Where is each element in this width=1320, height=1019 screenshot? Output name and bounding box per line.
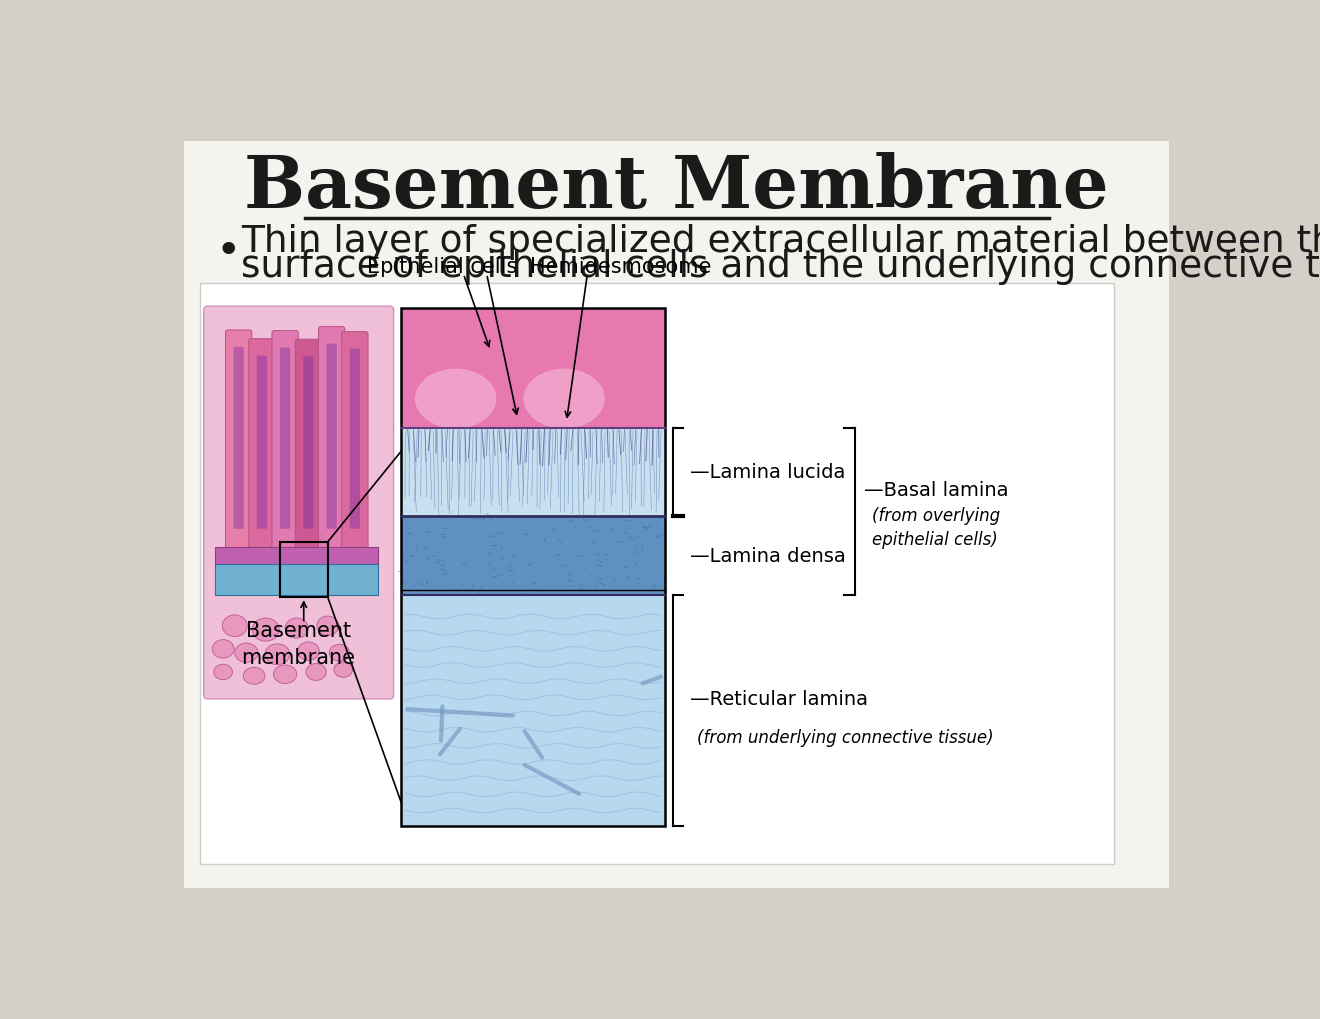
Bar (401, 309, 665, 428)
FancyBboxPatch shape (203, 307, 393, 699)
Text: Basement
membrane: Basement membrane (242, 621, 355, 667)
FancyBboxPatch shape (296, 340, 322, 553)
Text: —Basal lamina: —Basal lamina (865, 481, 1008, 500)
Bar (215, 547, 378, 565)
Bar (401, 428, 665, 517)
Bar (401, 309, 665, 826)
Ellipse shape (334, 662, 352, 678)
Ellipse shape (329, 645, 350, 661)
Text: (from overlying
epithelial cells): (from overlying epithelial cells) (871, 506, 1001, 548)
Text: Epithelial cells: Epithelial cells (367, 257, 517, 277)
Text: —Lamina densa: —Lamina densa (689, 546, 845, 566)
Bar (401, 595, 665, 826)
FancyBboxPatch shape (318, 327, 345, 553)
Ellipse shape (252, 619, 280, 642)
Ellipse shape (306, 663, 326, 681)
FancyBboxPatch shape (272, 331, 298, 553)
Ellipse shape (524, 369, 605, 429)
FancyBboxPatch shape (280, 348, 290, 529)
FancyBboxPatch shape (257, 357, 267, 529)
Text: Basement Membrane: Basement Membrane (244, 152, 1109, 223)
Ellipse shape (213, 640, 234, 658)
Text: —Reticular lamina: —Reticular lamina (689, 690, 867, 708)
FancyBboxPatch shape (226, 330, 252, 553)
Text: Thin layer of specialized extracellular material between the basal: Thin layer of specialized extracellular … (242, 223, 1320, 260)
Bar (401, 517, 665, 595)
Text: (from underlying connective tissue): (from underlying connective tissue) (697, 729, 994, 747)
FancyBboxPatch shape (248, 339, 275, 553)
Bar (199, 284, 1114, 864)
FancyBboxPatch shape (326, 344, 337, 529)
FancyBboxPatch shape (234, 347, 244, 529)
Ellipse shape (317, 616, 339, 636)
FancyBboxPatch shape (304, 357, 313, 529)
Ellipse shape (297, 642, 319, 660)
Text: •: • (215, 230, 240, 272)
FancyBboxPatch shape (350, 350, 360, 529)
Text: —Lamina lucida: —Lamina lucida (689, 463, 845, 482)
FancyBboxPatch shape (342, 332, 368, 553)
Ellipse shape (214, 664, 232, 680)
Ellipse shape (285, 619, 309, 639)
Bar (280, 542, 327, 598)
Text: Hemidesmosome: Hemidesmosome (531, 257, 711, 277)
Ellipse shape (414, 369, 496, 429)
Ellipse shape (265, 644, 290, 665)
Ellipse shape (243, 667, 265, 685)
Ellipse shape (273, 665, 297, 684)
Ellipse shape (235, 643, 257, 662)
Text: surface of epithelial cells and the underlying connective tissue: surface of epithelial cells and the unde… (242, 249, 1320, 285)
Ellipse shape (222, 615, 247, 637)
Bar (215, 565, 378, 595)
